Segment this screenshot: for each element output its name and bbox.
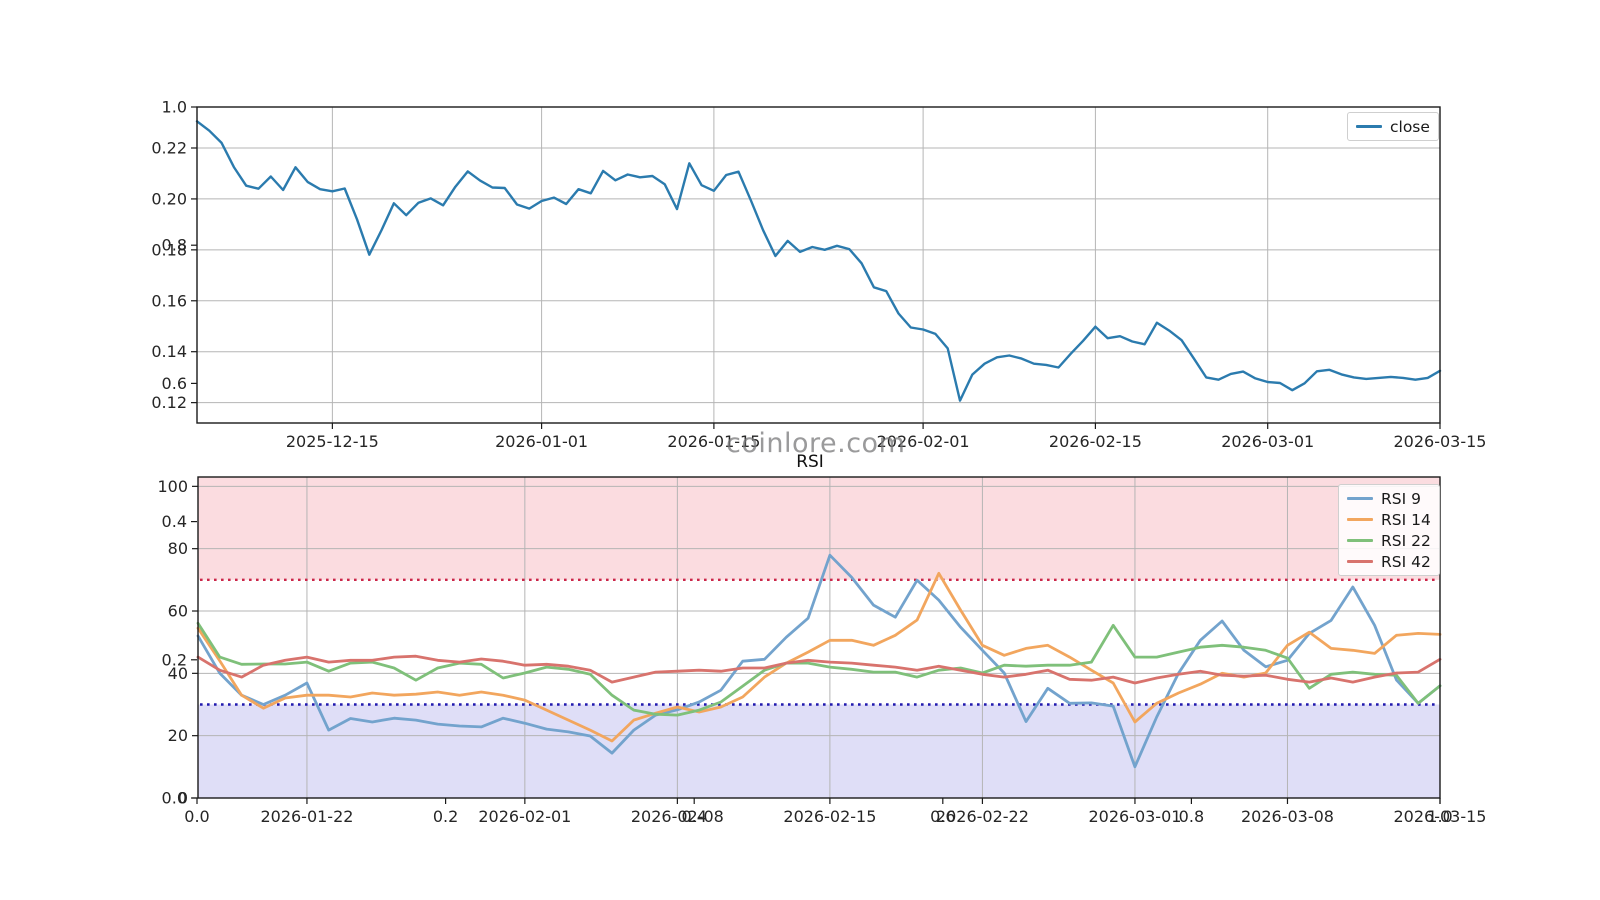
legend-label-rsi22: RSI 22 [1381,531,1431,550]
overlay-ytick-label: 0.6 [162,374,187,393]
legend-price: close [1347,112,1439,141]
price-xtick-label: 2026-02-01 [877,432,970,451]
rsi9-line-swatch [1347,497,1373,500]
legend-item-rsi42: RSI 42 [1347,551,1431,572]
rsi-xtick-label: 2026-02-01 [478,807,571,826]
overlay-xtick-label: 0.6 [930,807,955,826]
close-line-swatch [1356,125,1382,128]
legend-item-rsi22: RSI 22 [1347,530,1431,551]
legend-label-close: close [1390,117,1430,136]
rsi-xtick-label: 2026-02-15 [783,807,876,826]
overlay-xtick-label: 0.0 [184,807,209,826]
rsi-xtick-label: 2026-01-22 [260,807,353,826]
overlay-ytick-label: 0.0 [162,789,187,808]
rsi42-line-swatch [1347,560,1373,563]
overlay-xtick-label: 1.0 [1427,807,1452,826]
rsi-panel-title: RSI [796,452,824,472]
price-xtick-label: 2026-01-15 [667,432,760,451]
rsi-xtick-label: 2026-03-01 [1088,807,1181,826]
price-ytick-label: 0.20 [151,189,187,208]
rsi-42-line [196,654,1442,685]
rsi-ytick-label: 0 [178,789,188,808]
price-xtick-label: 2026-01-01 [495,432,588,451]
price-ytick-label: 0.14 [151,342,187,361]
watermark: coinlore.com [726,428,906,459]
rsi-ytick-label: 20 [168,726,188,745]
price-xtick-label: 2026-03-01 [1221,432,1314,451]
price-ytick-label: 0.12 [151,393,187,412]
price-ytick-label: 0.18 [151,240,187,259]
legend-item-close: close [1356,116,1430,137]
overlay-xtick-label: 0.2 [433,807,458,826]
rsi-xtick-label: 2026-03-08 [1241,807,1334,826]
rsi22-line-swatch [1347,539,1373,542]
overbought-band [198,477,1440,580]
overlay-ytick-label: 0.8 [162,236,187,255]
price-xtick-label: 2026-02-15 [1049,432,1142,451]
legend-item-rsi9: RSI 9 [1347,488,1431,509]
rsi14-line-swatch [1347,518,1373,521]
rsi-xtick-label: 2026-02-22 [936,807,1029,826]
overlay-xtick-label: 0.8 [1179,807,1204,826]
price-xtick-label: 2025-12-15 [286,432,379,451]
price-xtick-label: 2026-03-15 [1394,432,1487,451]
legend-label-rsi14: RSI 14 [1381,510,1431,529]
price-axes-frame [196,106,1441,424]
rsi-axes-frame [197,476,1441,799]
close-line [195,120,1442,402]
overlay-ytick-label: 0.4 [162,512,187,531]
rsi-ytick-label: 40 [168,664,188,683]
legend-label-rsi9: RSI 9 [1381,489,1421,508]
rsi-xtick-label: 2026-03-15 [1394,807,1487,826]
legend-item-rsi14: RSI 14 [1347,509,1431,530]
legend-label-rsi42: RSI 42 [1381,552,1431,571]
rsi-xtick-label: 2026-02-08 [631,807,724,826]
price-ytick-label: 0.22 [151,138,187,157]
rsi-22-line [196,621,1442,717]
price-ytick-label: 0.16 [151,291,187,310]
overlay-xtick-label: 0.4 [681,807,706,826]
rsi-ytick-label: 100 [157,477,188,496]
rsi-ytick-label: 60 [168,602,188,621]
overlay-ytick-label: 1.0 [162,98,187,117]
legend-rsi: RSI 9 RSI 14 RSI 22 RSI 42 [1338,484,1440,576]
rsi-ytick-label: 80 [168,539,188,558]
rsi-9-line [196,553,1442,769]
overlay-ytick-label: 0.2 [162,650,187,669]
